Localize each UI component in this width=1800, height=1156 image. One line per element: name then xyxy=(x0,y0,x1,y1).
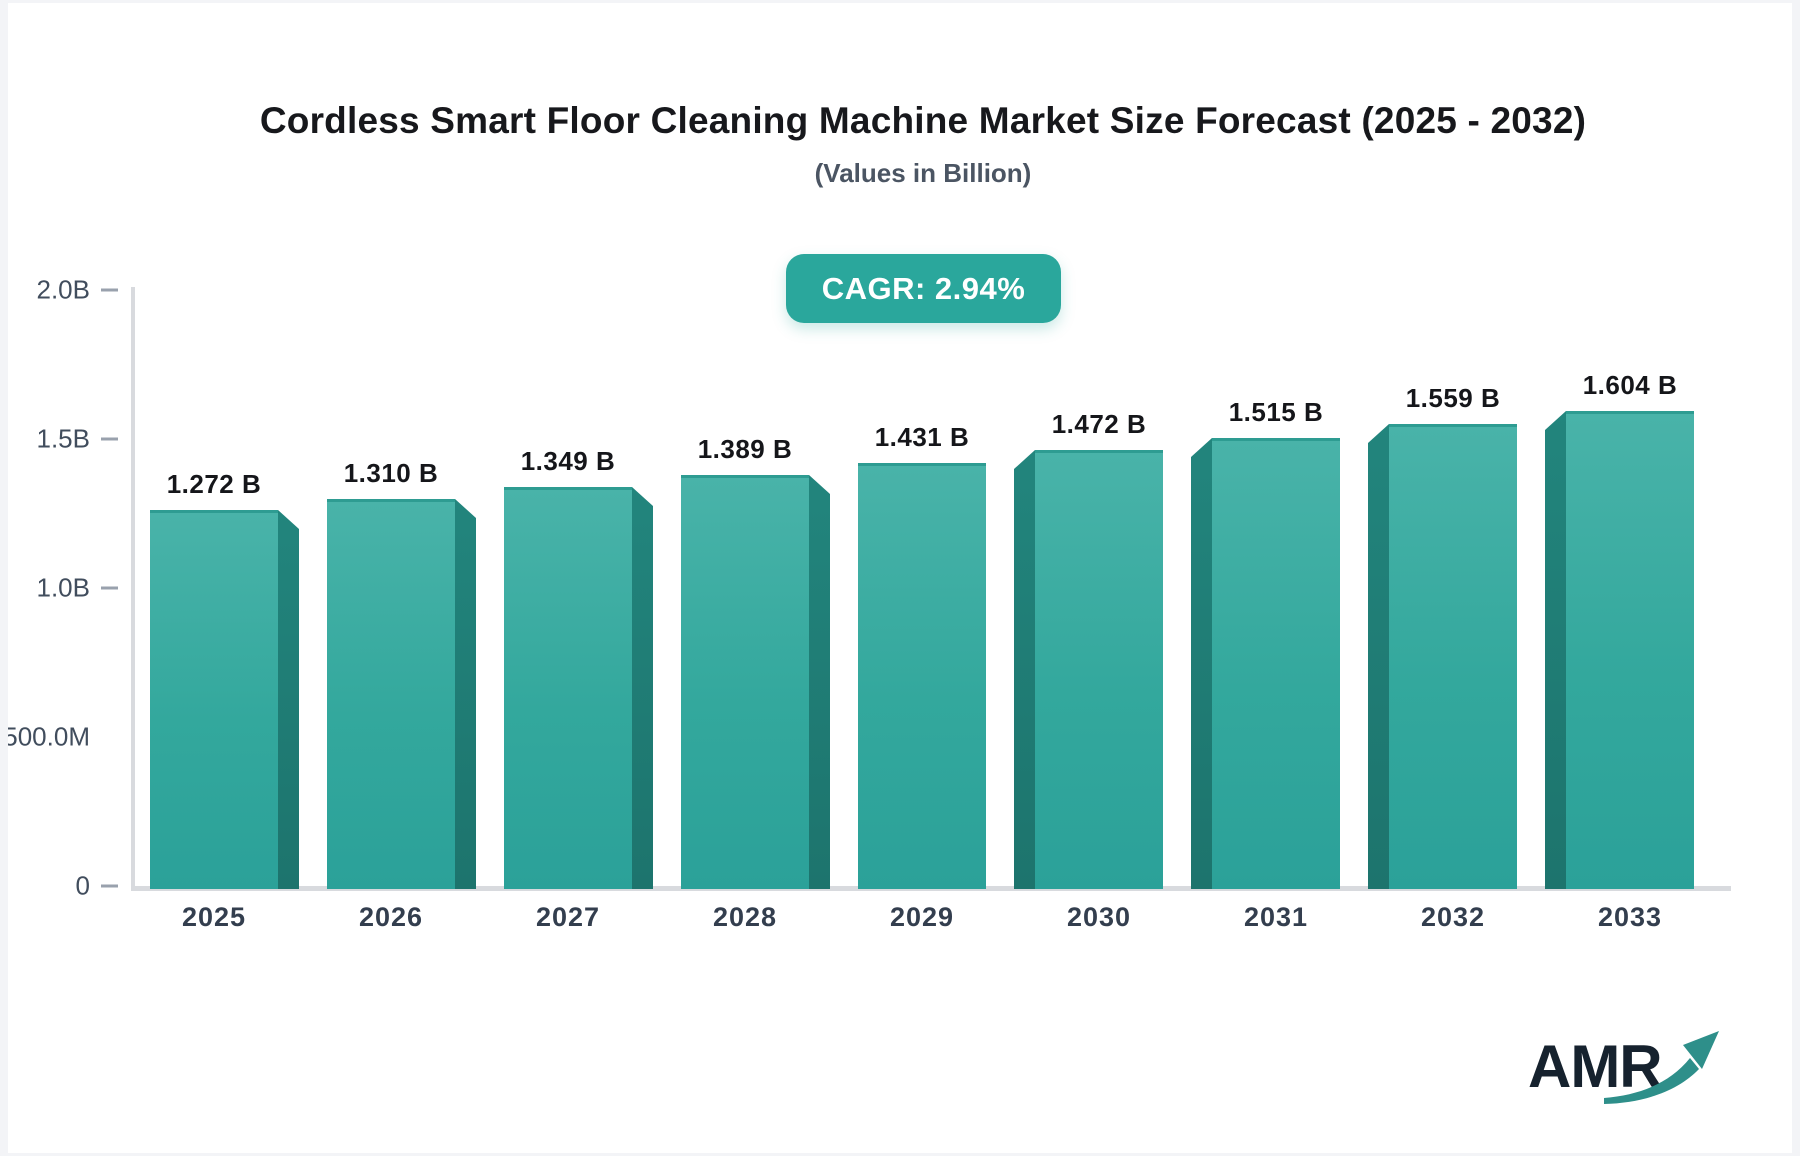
chart-stage: Cordless Smart Floor Cleaning Machine Ma… xyxy=(8,3,1792,1153)
bar-value-label: 1.472 B xyxy=(1051,409,1147,439)
bar-value-label: 1.349 B xyxy=(520,446,616,476)
chart-title: Cordless Smart Floor Cleaning Machine Ma… xyxy=(259,100,1587,141)
bar-2027 xyxy=(504,487,632,889)
amr-logo: AMR xyxy=(1528,1026,1728,1116)
x-axis-label: 2028 xyxy=(712,902,778,932)
y-axis-tick-dash xyxy=(101,288,118,292)
bar-value-label: 1.431 B xyxy=(874,422,970,452)
y-axis-tick-label: 2.0B xyxy=(36,274,91,305)
bar-3d-side xyxy=(1545,411,1566,889)
bar-3d-side xyxy=(1191,438,1212,889)
bar-value-label: 1.559 B xyxy=(1405,383,1501,413)
y-axis-tick-dash xyxy=(101,437,118,441)
bar-2033 xyxy=(1566,411,1694,889)
y-axis-tick-label: 500.0M xyxy=(8,721,90,752)
x-axis-label: 2029 xyxy=(889,902,955,932)
bar-value-label: 1.604 B xyxy=(1582,370,1678,400)
bar-value-label: 1.389 B xyxy=(697,434,793,464)
bar-3d-side xyxy=(1368,424,1389,889)
bar-2025 xyxy=(150,510,278,889)
bar-3d-side xyxy=(278,510,299,889)
x-axis-label: 2025 xyxy=(181,902,247,932)
x-axis-label: 2026 xyxy=(358,902,424,932)
bar-3d-side xyxy=(632,487,653,889)
plot-area: 2.0B 1.5B 1.0B 500.0M 0 1.272 B 1.310 B 1.349 … xyxy=(8,3,1792,1153)
bar-2029 xyxy=(858,463,986,889)
chart-card: Cordless Smart Floor Cleaning Machine Ma… xyxy=(8,3,1792,1153)
bar-3d-side xyxy=(809,475,830,889)
bar-2028 xyxy=(681,475,809,889)
x-axis-label: 2032 xyxy=(1420,902,1486,932)
x-axis-label: 2027 xyxy=(535,902,601,932)
x-axis-label: 2031 xyxy=(1243,902,1309,932)
y-axis-tick-dash xyxy=(101,586,118,590)
cagr-badge: CAGR: 2.94% xyxy=(786,254,1061,323)
bar-value-label: 1.272 B xyxy=(166,469,262,499)
bar-2030 xyxy=(1035,450,1163,889)
bar-value-label: 1.310 B xyxy=(343,458,439,488)
growth-arrow-icon xyxy=(1604,1031,1719,1104)
y-axis-tick-dash xyxy=(101,884,118,888)
amr-logo-text: AMR xyxy=(1528,1033,1663,1100)
y-axis-tick-label: 1.0B xyxy=(36,572,91,603)
chart-subtitle: (Values in Billion) xyxy=(814,158,1032,188)
y-axis-line xyxy=(131,287,135,891)
y-axis-tick-label: 1.5B xyxy=(36,423,91,454)
bar-2031 xyxy=(1212,438,1340,889)
x-axis-label: 2033 xyxy=(1597,902,1663,932)
y-axis-tick-label: 0 xyxy=(75,870,90,901)
bar-3d-side xyxy=(1014,450,1035,889)
bar-2032 xyxy=(1389,424,1517,889)
bar-3d-side xyxy=(455,499,476,889)
bar-value-label: 1.515 B xyxy=(1228,397,1324,427)
bar-2026 xyxy=(327,499,455,889)
x-axis-label: 2030 xyxy=(1066,902,1132,932)
